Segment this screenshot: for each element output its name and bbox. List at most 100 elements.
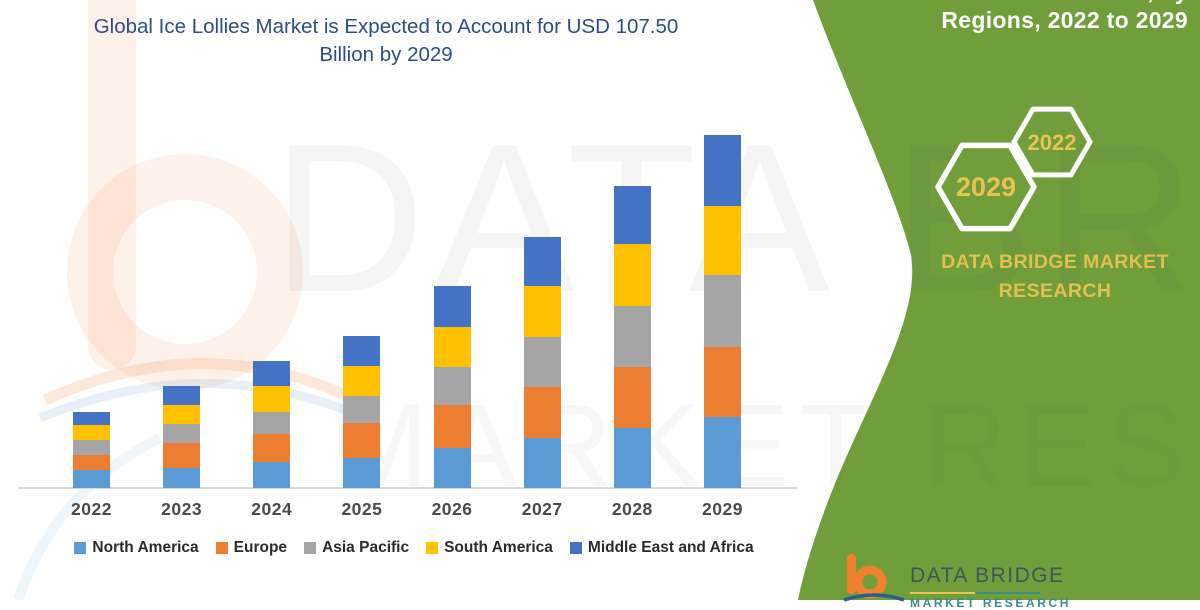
legend-label: South America [444, 539, 553, 556]
x-axis-label: 2026 [431, 499, 473, 519]
legend-item: Asia Pacific [304, 539, 409, 557]
bar-segment [73, 470, 110, 488]
footer-logo-mark [843, 554, 905, 602]
panel-brand-line1: DATA BRIDGE MARKET [941, 251, 1169, 273]
bar-segment [433, 447, 471, 488]
bar-segment [163, 442, 201, 468]
bar-segment [253, 433, 291, 463]
bar-segment [343, 366, 381, 397]
bar-segment [163, 385, 201, 406]
stacked-bar-2027 [523, 236, 561, 488]
bar-segment [73, 425, 110, 441]
bar-segment [433, 285, 471, 327]
legend-label: Middle East and Africa [587, 539, 754, 556]
bar-segment [523, 386, 561, 439]
bar-segment [253, 361, 291, 387]
bar-segment [613, 427, 651, 488]
chart-title: Global Ice Lollies Market is Expected to… [28, 13, 744, 69]
bar-segment [703, 135, 741, 207]
green-panel-path [798, 0, 1200, 600]
panel-heading-cutoff-text: Global Ice Lollies Market, by [870, 0, 1188, 5]
bar-segment [703, 347, 741, 418]
bar-segment [343, 422, 381, 459]
chart-title-line1: Global Ice Lollies Market is Expected to… [93, 15, 679, 38]
stacked-bar-2028 [613, 185, 651, 488]
legend-item: South America [426, 539, 553, 557]
legend-label: Europe [233, 539, 288, 556]
bar-segment [433, 366, 471, 406]
x-axis-label: 2027 [521, 499, 563, 519]
footer-logo-name: DATA BRIDGE [910, 564, 1065, 587]
bar-segment [253, 411, 291, 434]
bar-segment [163, 467, 201, 488]
bar-segment [433, 326, 471, 367]
panel-heading-cutoff: Global Ice Lollies Market, by [870, 0, 1188, 5]
bar-segment [433, 405, 471, 448]
legend-swatch-icon [74, 542, 87, 554]
bar-segment [343, 336, 381, 367]
bar-segment [703, 417, 741, 488]
x-axis-line [18, 487, 797, 489]
bar-segment [343, 458, 381, 488]
hexagon-2029 [935, 142, 1037, 232]
footer-b-bowl [853, 565, 887, 599]
legend-swatch-icon [304, 542, 317, 554]
legend-swatch-icon [426, 542, 439, 554]
stacked-bar-2022 [73, 411, 110, 488]
bar-segment [253, 386, 291, 412]
watermark-b-bowl [67, 154, 303, 390]
panel-heading: Regions, 2022 to 2029 [941, 7, 1188, 33]
bar-segment [523, 336, 561, 387]
hexagon-badges: 2022 2029 [935, 106, 1093, 232]
legend-swatch-icon [569, 542, 582, 554]
stacked-bar-2025 [343, 336, 381, 488]
footer-logo-subtitle: MARKET RESEARCH [910, 596, 1072, 610]
stacked-bar-2023 [163, 385, 201, 488]
bar-segment [523, 286, 561, 337]
footer-logo-rule [910, 592, 1040, 594]
bar-segment [343, 396, 381, 423]
panel-brand-line2: RESEARCH [998, 280, 1112, 302]
x-axis-label: 2024 [251, 499, 293, 519]
stacked-bar-2029 [703, 135, 741, 488]
x-axis-label: 2029 [702, 499, 743, 519]
legend-item: North America [74, 539, 199, 557]
legend-swatch-icon [215, 542, 228, 554]
legend-label: Asia Pacific [322, 539, 410, 556]
bar-segment [703, 274, 741, 348]
x-axis-label: 2022 [71, 499, 112, 519]
bar-segment [73, 411, 110, 425]
bar-segment [73, 440, 110, 456]
watermark-corner-arc [13, 433, 163, 600]
x-axis-label: 2023 [161, 499, 203, 519]
hexagon-2022 [1011, 106, 1093, 178]
watermark-text-line2: MARKET RESEARCH [330, 378, 1200, 514]
hexagon-2022-label: 2022 [1028, 130, 1077, 155]
panel-brand-text: DATA BRIDGE MARKET RESEARCH [920, 248, 1190, 306]
watermark-swoosh-orange [42, 358, 348, 406]
hexagon-2029-label: 2029 [956, 172, 1016, 202]
legend-item: Europe [215, 539, 288, 557]
bar-segment [523, 236, 561, 287]
watermark-b-stem [88, 0, 136, 370]
watermark-swoosh-blue [38, 378, 352, 423]
bar-segment [703, 206, 741, 275]
bar-segment [163, 405, 201, 424]
bar-segment [73, 455, 110, 471]
x-axis-label: 2025 [341, 499, 383, 519]
bar-segment [613, 305, 651, 367]
bar-segment [613, 185, 651, 245]
legend-item: Middle East and Africa [569, 539, 754, 557]
x-axis-label: 2028 [611, 499, 653, 519]
stacked-bar-2026 [433, 285, 471, 488]
chart-title-line2: Billion by 2029 [319, 43, 453, 66]
bar-segment [253, 462, 291, 488]
legend: North America Europe Asia Pacific South Ame… [8, 539, 820, 557]
bar-segment [523, 438, 561, 488]
bar-segment [613, 366, 651, 428]
footer-swoosh-icon [843, 593, 905, 602]
